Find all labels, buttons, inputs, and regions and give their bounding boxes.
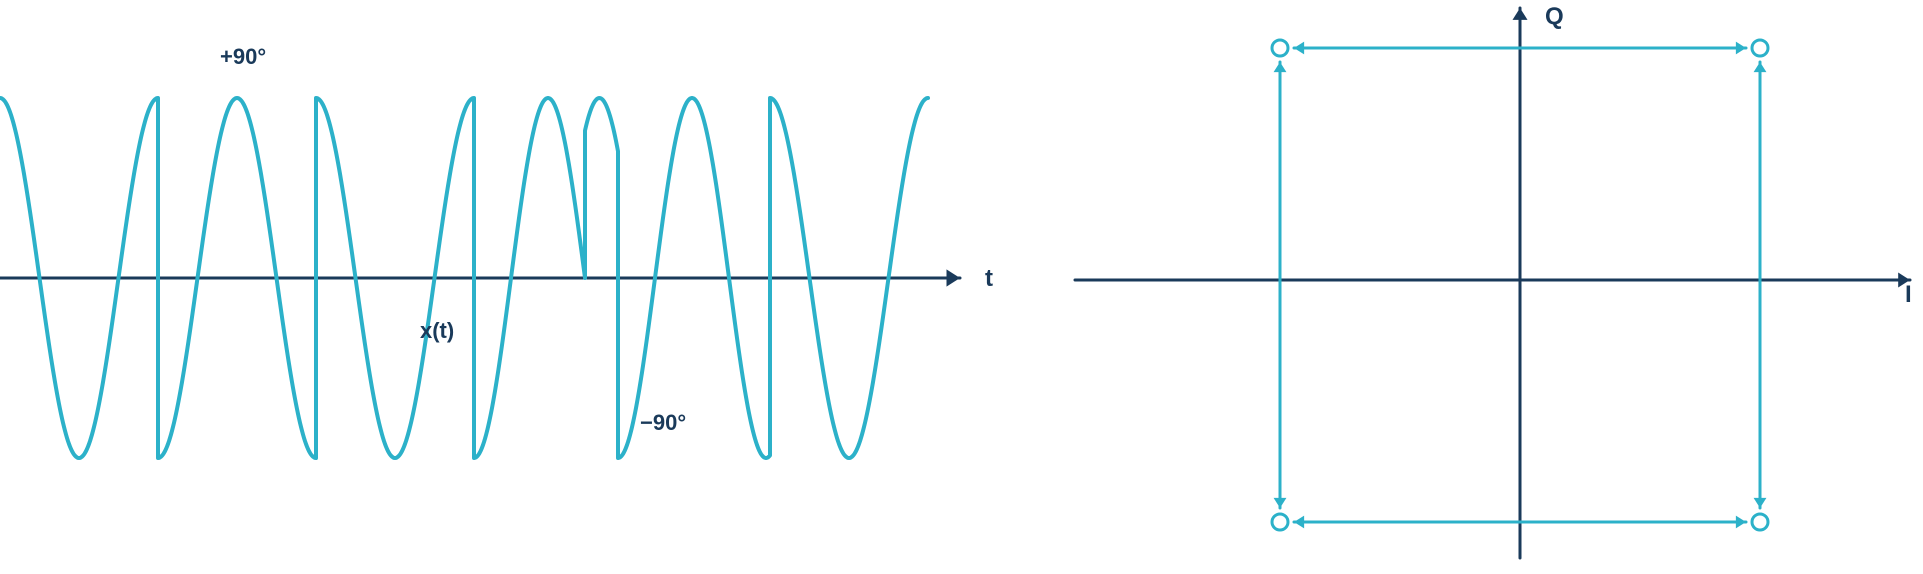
iq-edge-left bbox=[1274, 62, 1287, 508]
i-axis-label: I bbox=[1905, 281, 1912, 308]
q-axis bbox=[1512, 8, 1527, 558]
t-axis bbox=[0, 269, 960, 286]
iq-edge-right bbox=[1754, 62, 1767, 508]
waveform-plot: t x(t) +90° −90° bbox=[0, 44, 993, 458]
q-axis-label: Q bbox=[1545, 3, 1564, 30]
t-axis-label: t bbox=[985, 265, 993, 292]
wave-label: x(t) bbox=[420, 318, 454, 343]
phase-label-0: +90° bbox=[220, 44, 266, 69]
i-axis bbox=[1075, 272, 1910, 287]
iq-point-br bbox=[1752, 514, 1768, 530]
figure: tx(t)+90°−90°QI bbox=[0, 0, 1923, 574]
iq-point-bl bbox=[1272, 514, 1288, 530]
phase-label-1: −90° bbox=[640, 410, 686, 435]
iq-point-tr bbox=[1752, 40, 1768, 56]
iq-plot: QI bbox=[1075, 3, 1912, 558]
iq-point-tl bbox=[1272, 40, 1288, 56]
